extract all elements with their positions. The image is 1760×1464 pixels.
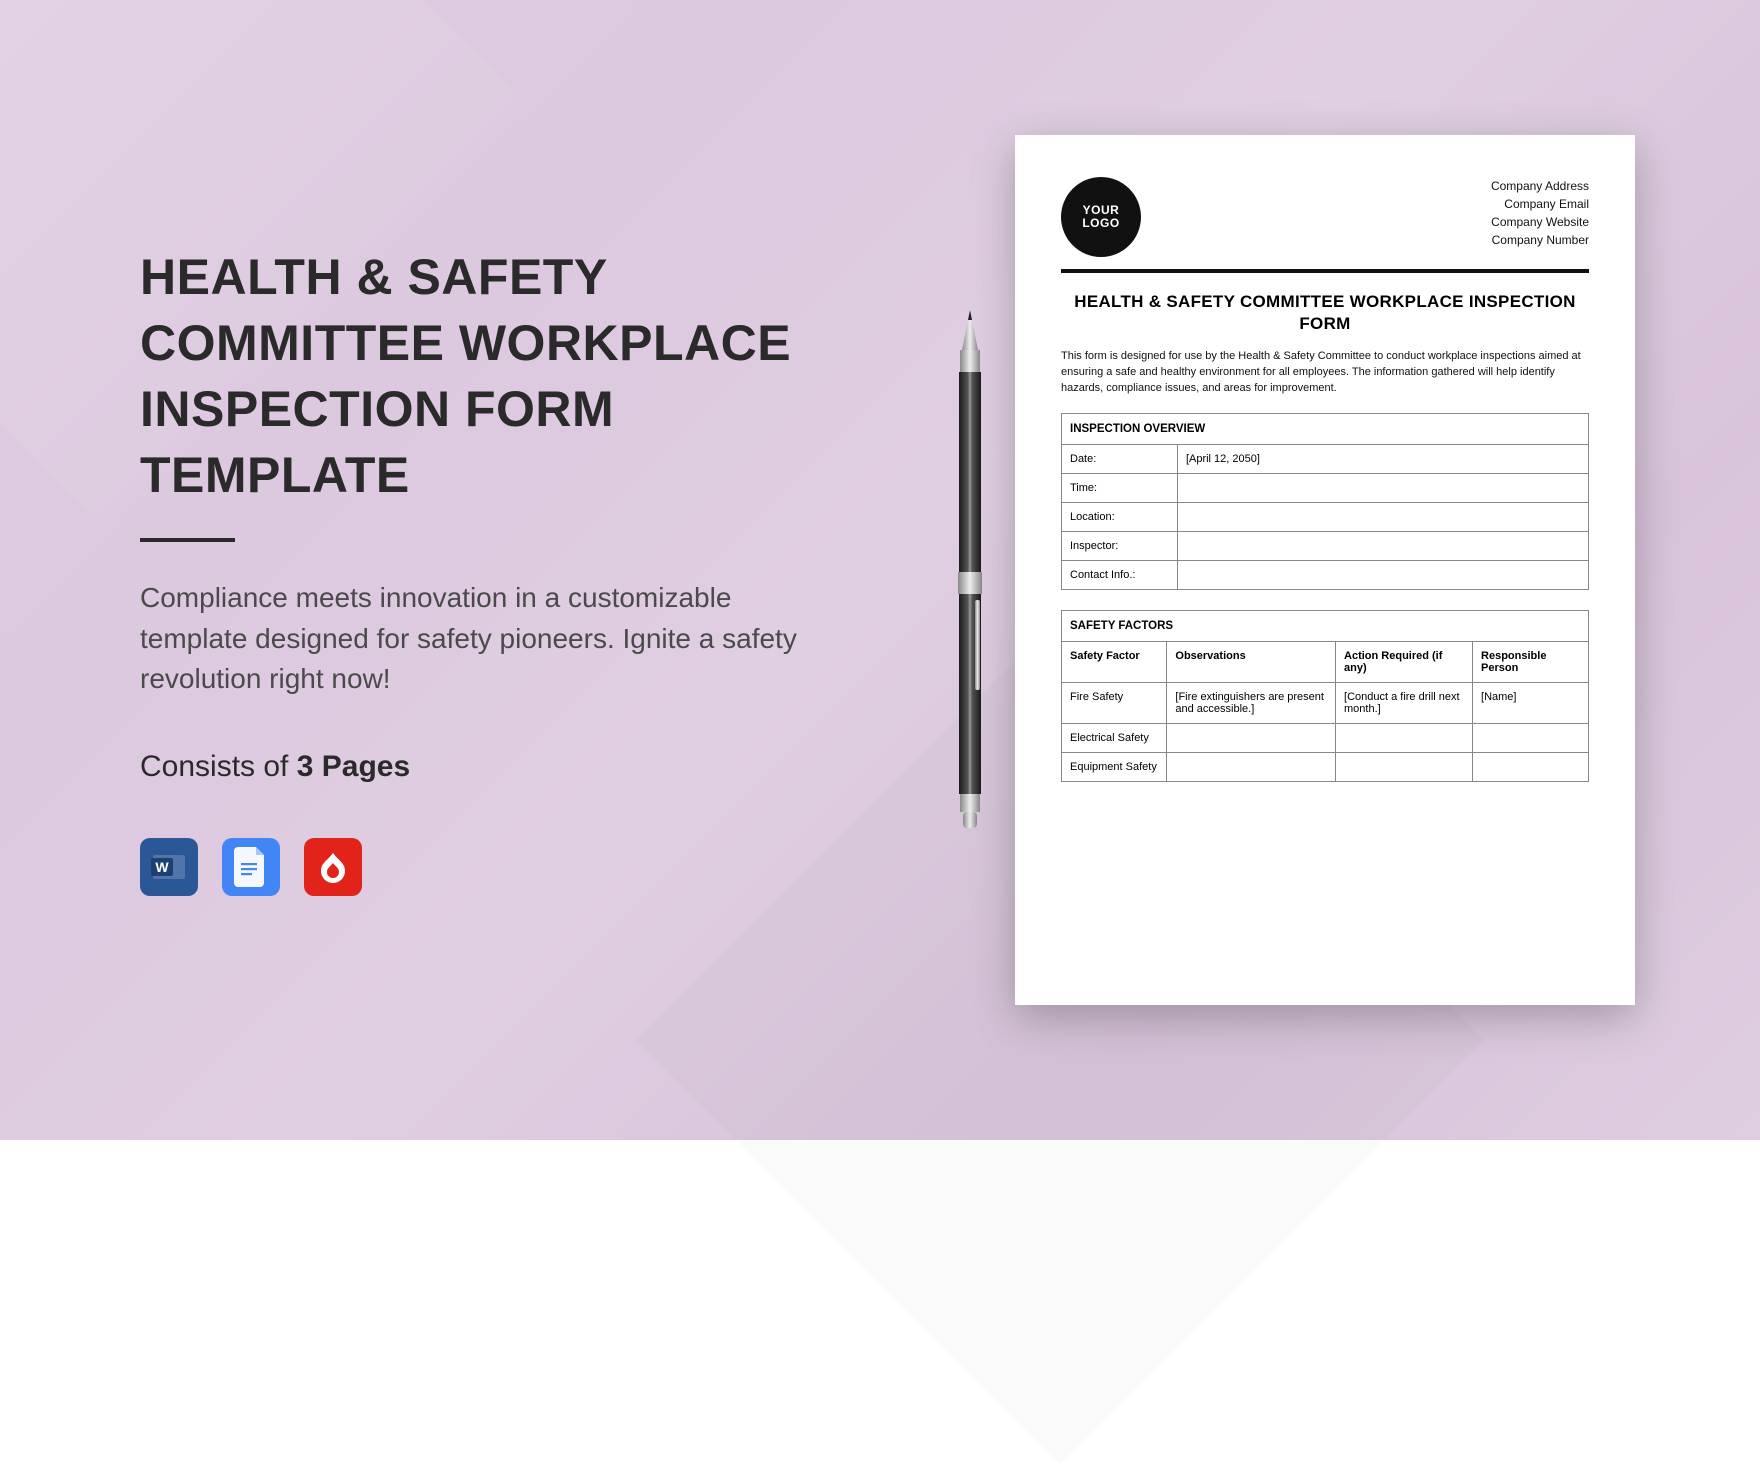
company-info: Company Address Company Email Company We… xyxy=(1491,177,1589,249)
overview-label: Time: xyxy=(1062,474,1178,503)
table-row: Equipment Safety xyxy=(1062,753,1589,782)
safety-factor: Fire Safety xyxy=(1062,683,1167,724)
logo-placeholder: YOUR LOGO xyxy=(1061,177,1141,257)
overview-table: INSPECTION OVERVIEW Date:[April 12, 2050… xyxy=(1061,413,1589,590)
company-website: Company Website xyxy=(1491,213,1589,231)
overview-value: [April 12, 2050] xyxy=(1177,445,1588,474)
overview-value xyxy=(1177,532,1588,561)
safety-action: [Conduct a fire drill next month.] xyxy=(1336,683,1473,724)
table-header-row: Safety Factor Observations Action Requir… xyxy=(1062,642,1589,683)
doc-title: HEALTH & SAFETY COMMITTEE WORKPLACE INSP… xyxy=(1061,291,1589,335)
document-preview: YOUR LOGO Company Address Company Email … xyxy=(1015,135,1635,1005)
overview-label: Inspector: xyxy=(1062,532,1178,561)
doc-header: YOUR LOGO Company Address Company Email … xyxy=(1061,177,1589,257)
doc-description: This form is designed for use by the Hea… xyxy=(1061,349,1589,397)
safety-person xyxy=(1473,753,1589,782)
title-divider xyxy=(140,538,235,542)
company-number: Company Number xyxy=(1491,231,1589,249)
safety-col-3: Responsible Person xyxy=(1473,642,1589,683)
table-row: Contact Info.: xyxy=(1062,561,1589,590)
doc-header-rule xyxy=(1061,269,1589,273)
google-docs-icon[interactable] xyxy=(222,838,280,896)
company-email: Company Email xyxy=(1491,195,1589,213)
overview-value xyxy=(1177,561,1588,590)
safety-factor: Equipment Safety xyxy=(1062,753,1167,782)
pen-graphic xyxy=(950,310,990,830)
page-count-bold: 3 Pages xyxy=(297,750,410,783)
overview-label: Location: xyxy=(1062,503,1178,532)
pdf-icon[interactable] xyxy=(304,838,362,896)
logo-line2: LOGO xyxy=(1082,217,1119,230)
table-row: Location: xyxy=(1062,503,1589,532)
table-row: Electrical Safety xyxy=(1062,724,1589,753)
page-count-prefix: Consists of xyxy=(140,750,297,783)
safety-factor: Electrical Safety xyxy=(1062,724,1167,753)
safety-obs xyxy=(1167,724,1336,753)
left-panel: HEALTH & SAFETY COMMITTEE WORKPLACE INSP… xyxy=(140,244,840,896)
right-panel: YOUR LOGO Company Address Company Email … xyxy=(840,0,1650,1140)
svg-text:W: W xyxy=(155,859,169,875)
table-row: Fire Safety [Fire extinguishers are pres… xyxy=(1062,683,1589,724)
table-row: Date:[April 12, 2050] xyxy=(1062,445,1589,474)
safety-obs: [Fire extinguishers are present and acce… xyxy=(1167,683,1336,724)
description-text: Compliance meets innovation in a customi… xyxy=(140,578,840,700)
overview-value xyxy=(1177,474,1588,503)
table-row: Time: xyxy=(1062,474,1589,503)
gdoc-icon-svg xyxy=(234,847,268,887)
overview-label: Date: xyxy=(1062,445,1178,474)
safety-table: SAFETY FACTORS Safety Factor Observation… xyxy=(1061,610,1589,782)
pdf-icon-svg xyxy=(315,849,351,885)
overview-header: INSPECTION OVERVIEW xyxy=(1062,414,1589,445)
safety-col-1: Observations xyxy=(1167,642,1336,683)
safety-header: SAFETY FACTORS xyxy=(1062,611,1589,642)
page-count: Consists of 3 Pages xyxy=(140,750,840,784)
format-icons-row: W xyxy=(140,838,840,896)
safety-col-0: Safety Factor xyxy=(1062,642,1167,683)
main-container: HEALTH & SAFETY COMMITTEE WORKPLACE INSP… xyxy=(0,0,1760,1140)
safety-person: [Name] xyxy=(1473,683,1589,724)
safety-action xyxy=(1336,753,1473,782)
overview-label: Contact Info.: xyxy=(1062,561,1178,590)
word-icon[interactable]: W xyxy=(140,838,198,896)
company-address: Company Address xyxy=(1491,177,1589,195)
safety-col-2: Action Required (if any) xyxy=(1336,642,1473,683)
table-row: Inspector: xyxy=(1062,532,1589,561)
word-icon-svg: W xyxy=(151,849,187,885)
overview-value xyxy=(1177,503,1588,532)
safety-obs xyxy=(1167,753,1336,782)
safety-person xyxy=(1473,724,1589,753)
safety-action xyxy=(1336,724,1473,753)
page-title: HEALTH & SAFETY COMMITTEE WORKPLACE INSP… xyxy=(140,244,840,508)
